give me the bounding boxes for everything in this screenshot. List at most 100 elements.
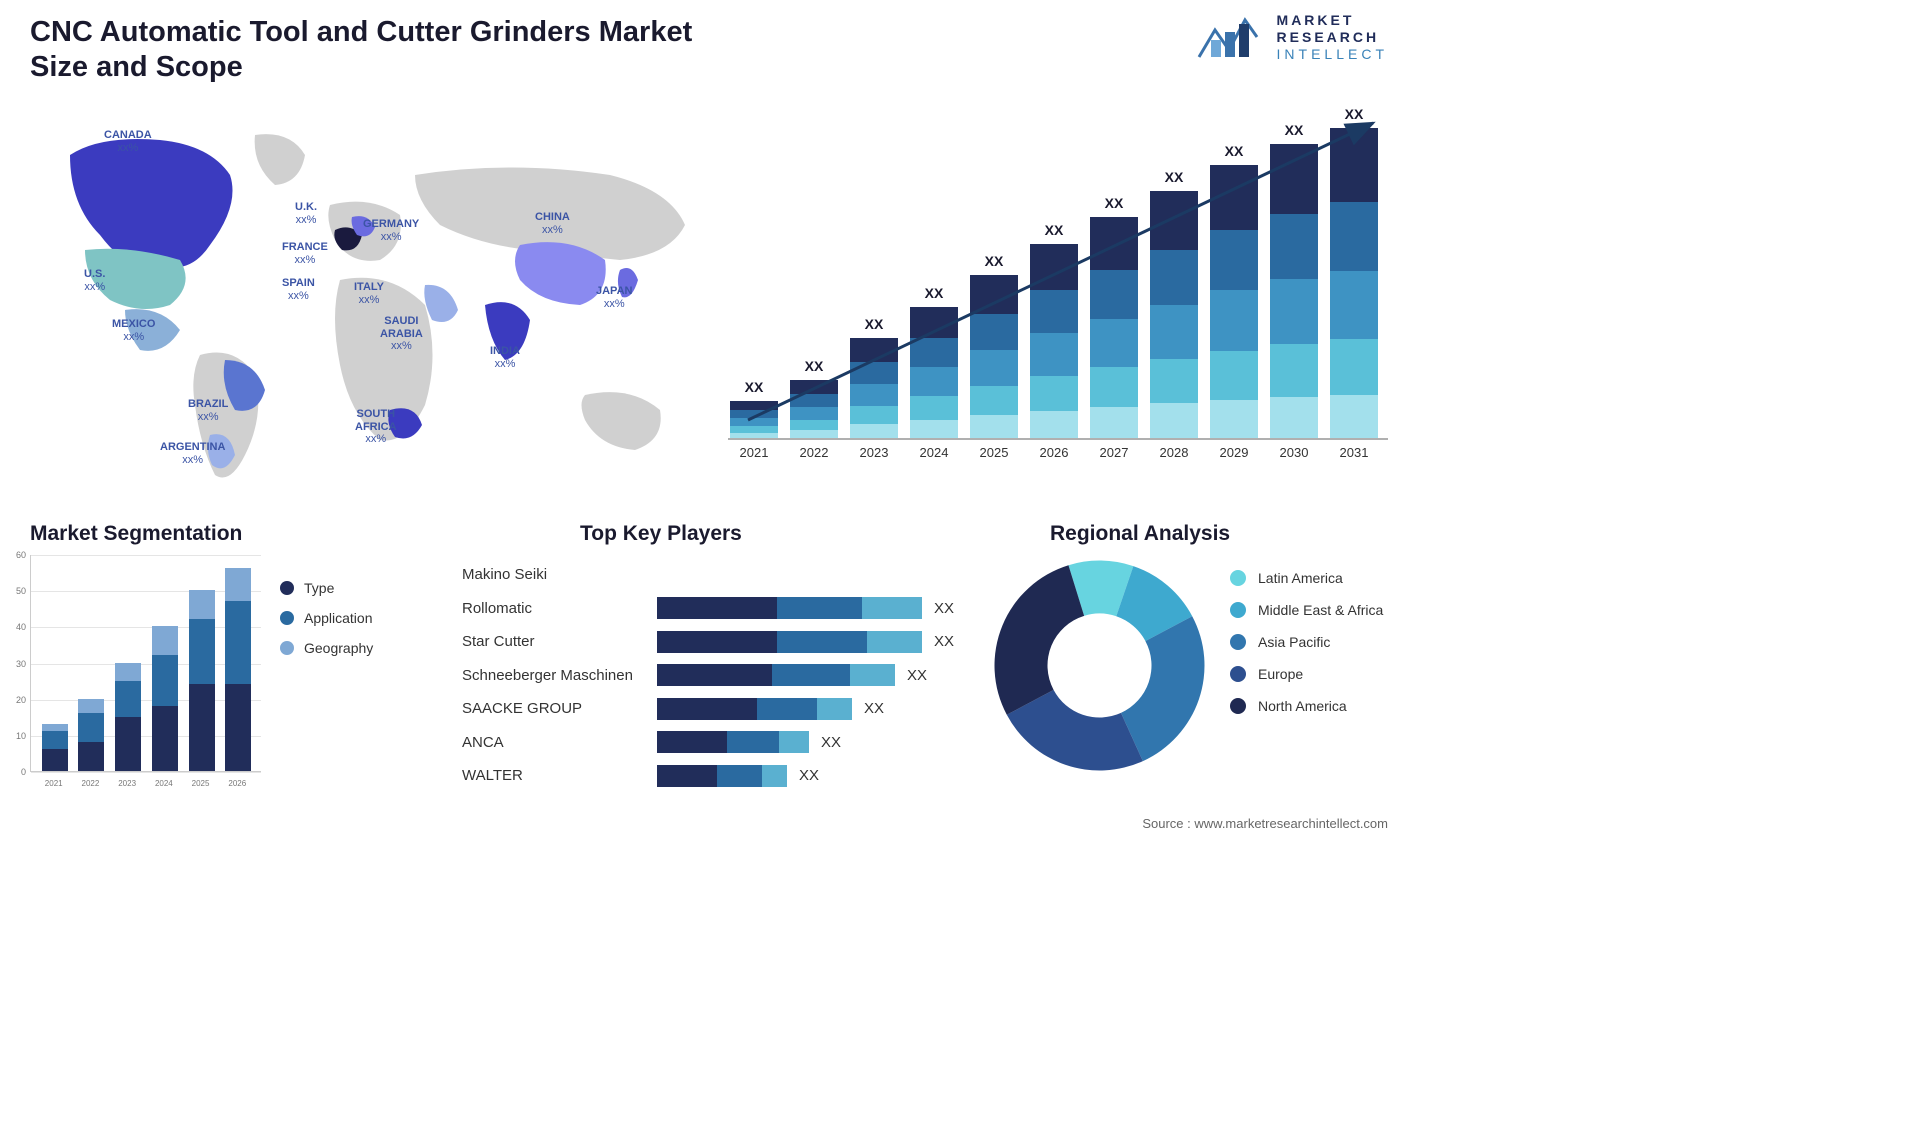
market-bar-2022: 2022XX [790, 380, 838, 438]
player-bar-segment [717, 765, 762, 787]
map-label-southafrica: SOUTHAFRICAxx% [355, 408, 397, 446]
legend-dot [1230, 634, 1246, 650]
logo-line-3: INTELLECT [1277, 46, 1388, 63]
year-label: 2028 [1144, 445, 1204, 460]
logo-line-2: RESEARCH [1277, 29, 1388, 46]
year-label: 2025 [964, 445, 1024, 460]
seg-segment [78, 713, 104, 742]
bar-segment [1210, 290, 1258, 350]
y-axis-tick: 0 [8, 767, 26, 777]
year-label: 2024 [904, 445, 964, 460]
map-label-us: U.S.xx% [84, 268, 105, 293]
region-legend-item: Middle East & Africa [1230, 602, 1383, 618]
seg-segment [115, 717, 141, 771]
seg-bar-2021 [42, 724, 68, 771]
bar-segment [850, 406, 898, 424]
y-axis-tick: 60 [8, 550, 26, 560]
map-label-saudiarabia: SAUDIARABIAxx% [380, 315, 423, 353]
bar-segment [850, 362, 898, 384]
segmentation-legend: Type Application Geography [280, 580, 373, 670]
bar-value-label: XX [1150, 169, 1198, 185]
bar-segment [1330, 128, 1378, 202]
x-axis-tick: 2024 [149, 779, 179, 788]
year-label: 2023 [844, 445, 904, 460]
map-label-spain: SPAINxx% [282, 277, 315, 302]
bar-segment [910, 396, 958, 420]
legend-item-geography: Geography [280, 640, 373, 656]
bar-segment [1030, 411, 1078, 438]
market-bar-2028: 2028XX [1150, 191, 1198, 438]
x-axis-tick: 2023 [112, 779, 142, 788]
logo-text: MARKET RESEARCH INTELLECT [1277, 12, 1388, 62]
bar-segment [1270, 214, 1318, 279]
regional-heading: Regional Analysis [1050, 522, 1230, 546]
market-bar-2025: 2025XX [970, 275, 1018, 438]
legend-item-type: Type [280, 580, 373, 596]
legend-dot [280, 581, 294, 595]
legend-label: Type [304, 580, 334, 596]
bar-value-label: XX [1030, 222, 1078, 238]
bar-segment [790, 407, 838, 420]
logo-icon [1197, 12, 1267, 62]
seg-segment [152, 706, 178, 771]
year-label: 2031 [1324, 445, 1384, 460]
region-legend-item: Asia Pacific [1230, 634, 1383, 650]
player-row-starcutter: Star CutterXX [462, 625, 962, 659]
world-map: CANADAxx%U.S.xx%MEXICOxx%BRAZILxx%ARGENT… [30, 105, 710, 495]
seg-bar-2025 [189, 590, 215, 771]
player-bar-segment [657, 731, 727, 753]
players-heading: Top Key Players [580, 522, 742, 546]
player-bar [657, 731, 809, 753]
player-bar-segment [850, 664, 895, 686]
bar-segment [850, 424, 898, 438]
bar-segment [1270, 279, 1318, 344]
bar-segment [1330, 395, 1378, 438]
bar-value-label: XX [1090, 195, 1138, 211]
year-label: 2027 [1084, 445, 1144, 460]
bar-value-label: XX [1210, 143, 1258, 159]
bar-segment [970, 275, 1018, 314]
y-axis-tick: 20 [8, 695, 26, 705]
bar-segment [970, 350, 1018, 386]
map-label-canada: CANADAxx% [104, 129, 152, 154]
bar-segment [1150, 403, 1198, 438]
player-bar [657, 765, 787, 787]
map-label-germany: GERMANYxx% [363, 218, 419, 243]
bar-value-label: XX [850, 316, 898, 332]
bar-segment [730, 418, 778, 426]
map-label-japan: JAPANxx% [596, 285, 632, 310]
map-label-india: INDIAxx% [490, 345, 520, 370]
seg-segment [152, 626, 178, 655]
bar-segment [1330, 202, 1378, 270]
player-row-rollomatic: RollomaticXX [462, 592, 962, 626]
map-label-mexico: MEXICOxx% [112, 318, 155, 343]
seg-bar-2023 [115, 663, 141, 771]
y-axis-tick: 50 [8, 586, 26, 596]
legend-label: Latin America [1258, 570, 1343, 586]
segmentation-chart: 0102030405060202120222023202420252026 [6, 555, 261, 790]
player-bar-segment [657, 698, 757, 720]
player-value: XX [907, 667, 927, 684]
bar-segment [1210, 400, 1258, 438]
map-label-italy: ITALYxx% [354, 281, 384, 306]
seg-segment [78, 699, 104, 713]
player-name: Makino Seiki [462, 566, 657, 583]
seg-segment [115, 681, 141, 717]
legend-label: Application [304, 610, 373, 626]
player-bar-segment [762, 765, 787, 787]
bar-segment [1150, 250, 1198, 304]
bar-value-label: XX [970, 253, 1018, 269]
legend-dot [280, 611, 294, 625]
page-title: CNC Automatic Tool and Cutter Grinders M… [30, 15, 730, 85]
regional-donut [992, 558, 1207, 773]
seg-segment [42, 724, 68, 731]
region-legend-item: Europe [1230, 666, 1383, 682]
bar-segment [1330, 339, 1378, 395]
bar-value-label: XX [1270, 122, 1318, 138]
player-bar-segment [867, 631, 922, 653]
segmentation-heading: Market Segmentation [30, 522, 242, 546]
player-bar-segment [772, 664, 850, 686]
region-legend-item: North America [1230, 698, 1383, 714]
player-bar-segment [777, 631, 867, 653]
bar-segment [730, 401, 778, 410]
